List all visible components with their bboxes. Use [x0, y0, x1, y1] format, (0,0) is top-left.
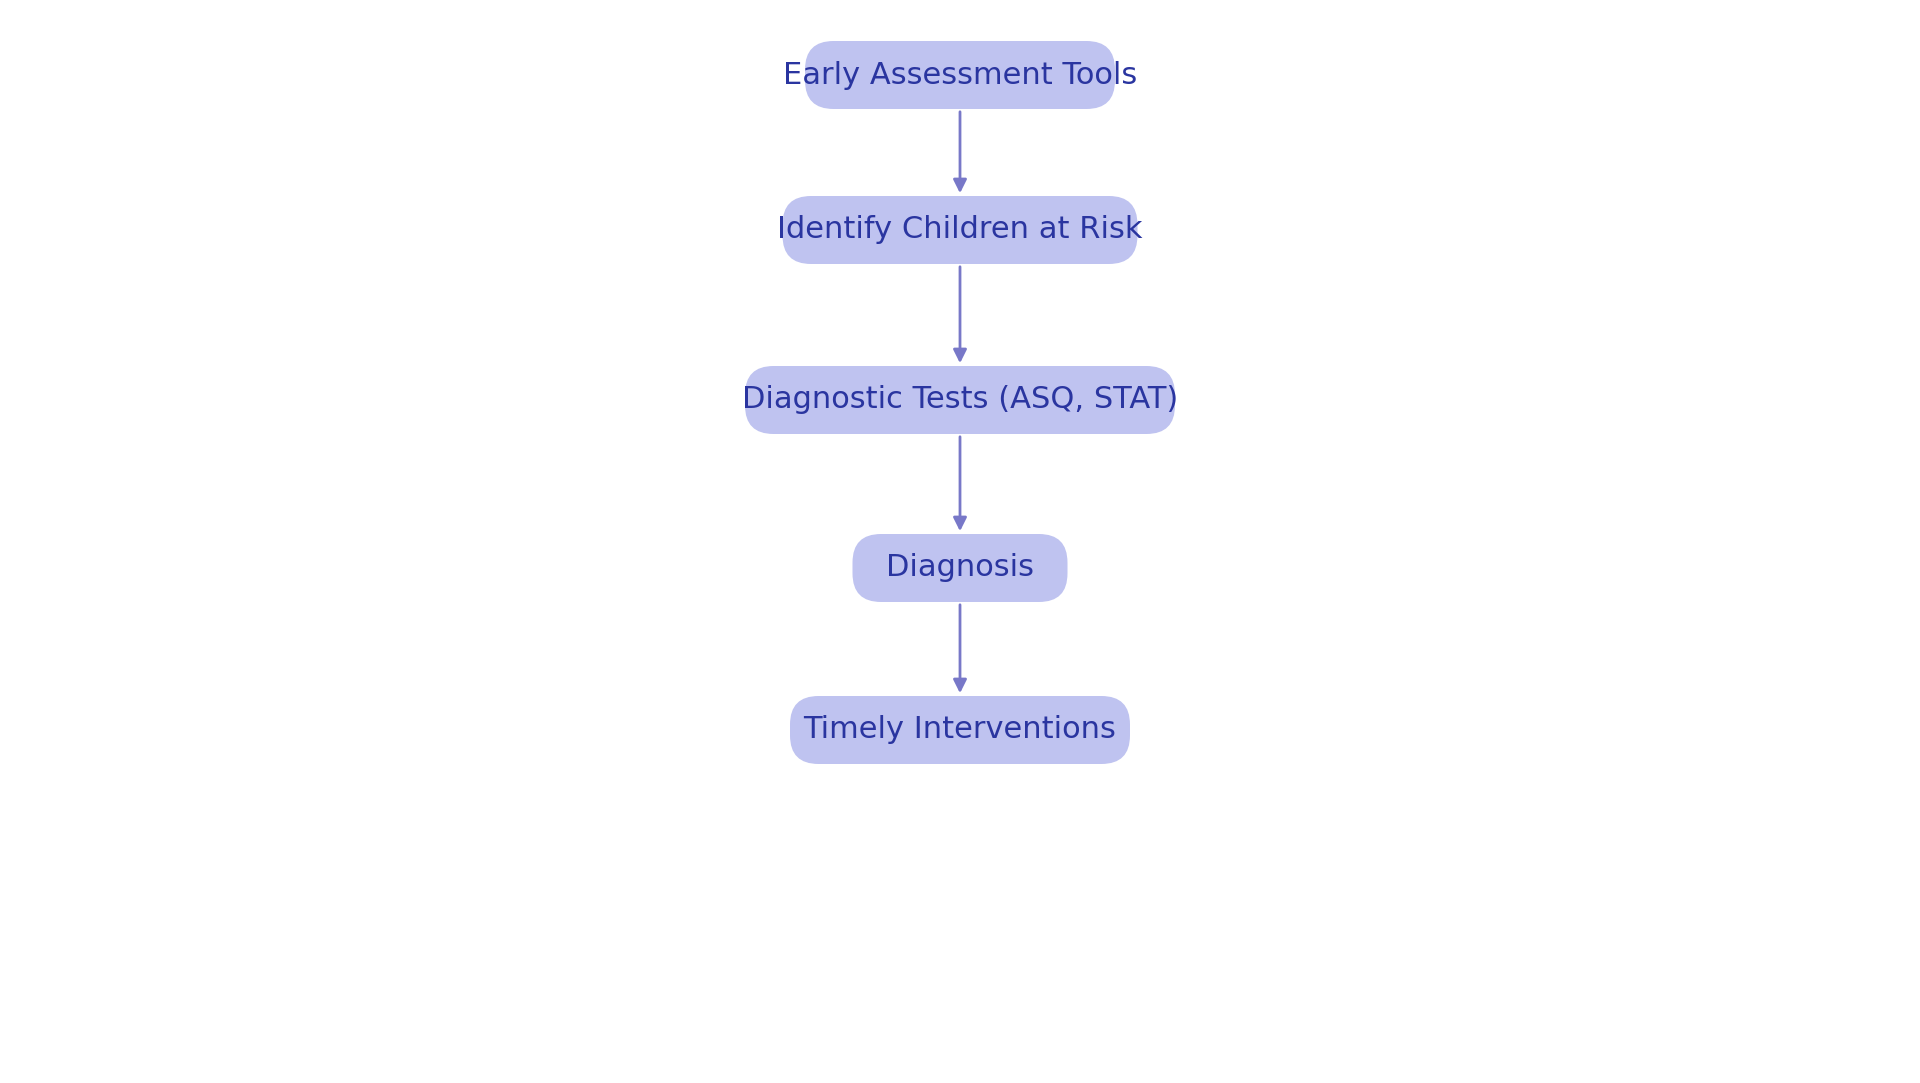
FancyBboxPatch shape [789, 696, 1131, 764]
FancyBboxPatch shape [804, 41, 1116, 109]
FancyBboxPatch shape [852, 534, 1068, 602]
FancyBboxPatch shape [745, 366, 1175, 434]
Text: Early Assessment Tools: Early Assessment Tools [783, 61, 1137, 90]
Text: Diagnostic Tests (ASQ, STAT): Diagnostic Tests (ASQ, STAT) [741, 386, 1179, 415]
FancyBboxPatch shape [783, 196, 1137, 264]
Text: Diagnosis: Diagnosis [885, 553, 1035, 583]
Text: Timely Interventions: Timely Interventions [804, 716, 1116, 744]
Text: Identify Children at Risk: Identify Children at Risk [778, 216, 1142, 245]
